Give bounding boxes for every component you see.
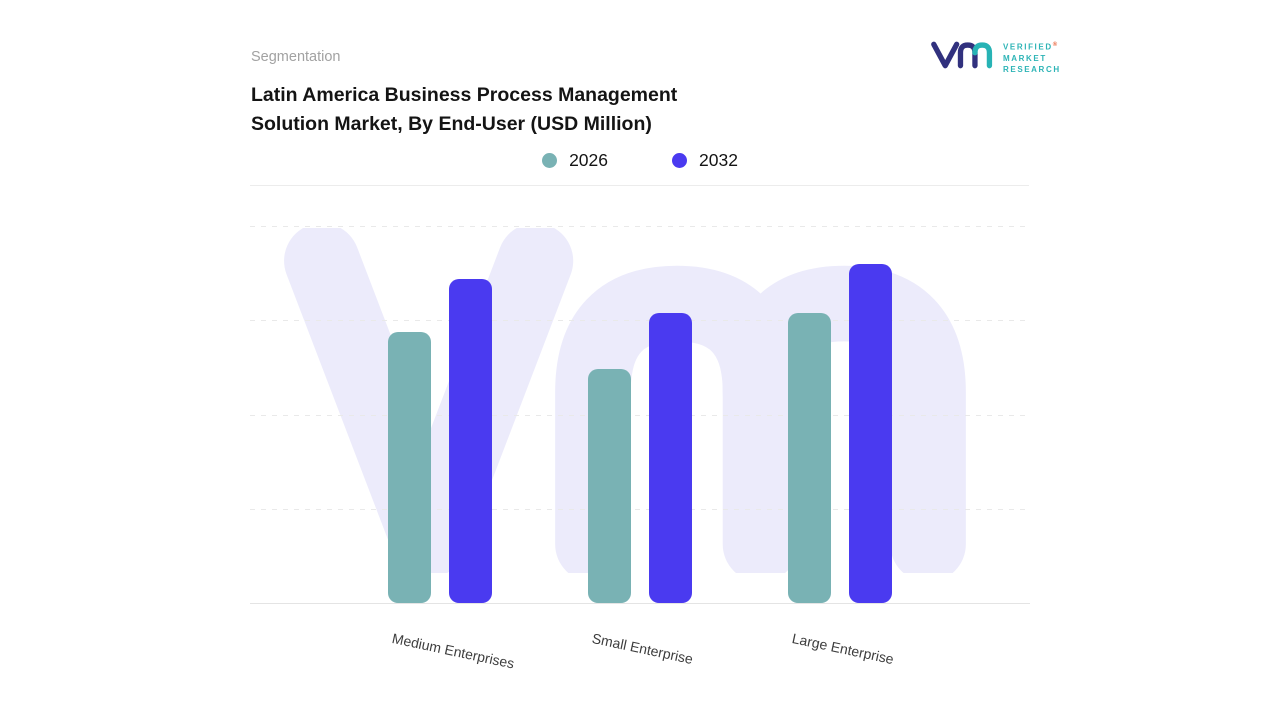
header-divider bbox=[250, 185, 1029, 186]
bar-2032-small-enterprise[interactable] bbox=[649, 312, 692, 603]
chart-legend: 2026 2032 bbox=[250, 150, 1030, 171]
gridline bbox=[250, 508, 1030, 510]
bar-2026-medium-enterprises[interactable] bbox=[388, 331, 431, 603]
category-label-slot: Medium Enterprises bbox=[388, 630, 516, 672]
bar-2032-large-enterprise[interactable] bbox=[849, 263, 892, 603]
logo-text-line-2: MARKET bbox=[1003, 53, 1047, 63]
gridline bbox=[250, 414, 1030, 416]
bar-group-large-enterprise bbox=[788, 226, 892, 603]
legend-swatch-2026-icon bbox=[542, 153, 558, 168]
bar-group-medium-enterprises bbox=[388, 226, 492, 603]
bar-2032-medium-enterprises[interactable] bbox=[449, 278, 492, 603]
vmr-logo-icon bbox=[930, 38, 994, 77]
gridline bbox=[250, 320, 1030, 322]
logo-text-line-1: VERIFIED bbox=[1003, 42, 1053, 52]
legend-label-2026: 2026 bbox=[569, 150, 608, 170]
logo-m-teal-stroke bbox=[972, 42, 993, 69]
logo-wordmark: VERIFIED® MARKET RESEARCH bbox=[1003, 40, 1061, 75]
plot-area bbox=[250, 226, 1030, 604]
category-axis: Medium Enterprises Small Enterprise Large … bbox=[250, 630, 1030, 672]
logo-v-stroke bbox=[931, 41, 960, 69]
legend-label-2032: 2032 bbox=[699, 150, 738, 170]
category-label-large-enterprise: Large Enterprise bbox=[790, 630, 896, 668]
chart-title-line-2: Solution Market, By End-User (USD Millio… bbox=[251, 113, 652, 135]
legend-swatch-2032-icon bbox=[672, 153, 687, 168]
category-label-small-enterprise: Small Enterprise bbox=[590, 630, 695, 668]
bar-2026-small-enterprise[interactable] bbox=[588, 369, 631, 603]
logo-m-stroke bbox=[957, 42, 978, 69]
section-eyebrow: Segmentation bbox=[251, 49, 341, 65]
chart-title: Latin America Business Process Managemen… bbox=[251, 81, 871, 139]
category-label-slot: Small Enterprise bbox=[588, 630, 695, 667]
logo-text-line-3: RESEARCH bbox=[1003, 64, 1061, 74]
gridline bbox=[250, 226, 1030, 227]
bar-chart: Medium Enterprises Small Enterprise Large … bbox=[250, 223, 1030, 672]
bar-group-small-enterprise bbox=[588, 226, 692, 603]
registered-trademark: ® bbox=[1052, 42, 1058, 49]
vmr-logo: VERIFIED® MARKET RESEARCH bbox=[930, 38, 1061, 77]
legend-item-2032[interactable]: 2032 bbox=[672, 150, 738, 171]
bar-2026-large-enterprise[interactable] bbox=[788, 312, 831, 603]
category-label-medium-enterprises: Medium Enterprises bbox=[390, 630, 516, 672]
chart-title-line-1: Latin America Business Process Managemen… bbox=[251, 84, 678, 106]
legend-item-2026[interactable]: 2026 bbox=[542, 150, 608, 171]
category-label-slot: Large Enterprise bbox=[788, 630, 896, 667]
